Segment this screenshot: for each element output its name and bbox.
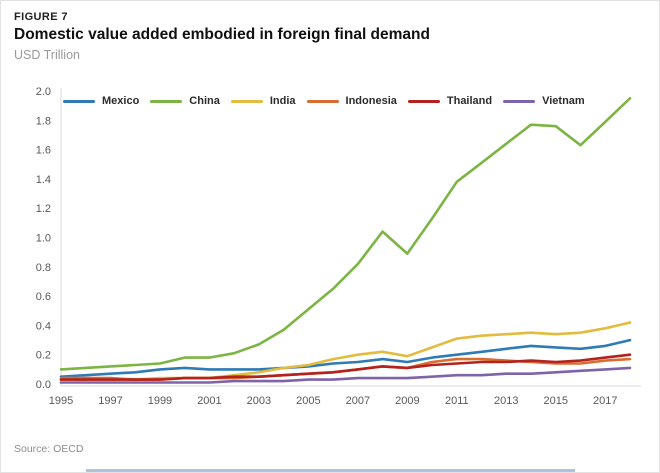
legend-label: China: [189, 95, 220, 107]
y-axis-tick-label: 0.6: [36, 291, 51, 303]
series-line-china: [59, 97, 632, 371]
chart-legend: Mexico China India Indonesia Thailand Vietnam: [63, 95, 585, 107]
x-axis-tick-label: 2009: [395, 395, 419, 407]
x-axis-tick-label: 2003: [247, 395, 271, 407]
y-axis-tick-label: 0.2: [36, 350, 51, 362]
y-axis-tick-label: 0.8: [36, 262, 51, 274]
x-axis-tick-label: 1995: [49, 395, 73, 407]
y-axis-tick-label: 1.2: [36, 203, 51, 215]
x-axis-tick-label: 2017: [593, 395, 617, 407]
x-axis-tick-label: 2013: [494, 395, 518, 407]
legend-item-vietnam: Vietnam: [503, 95, 585, 107]
y-axis-tick-label: 1.6: [36, 145, 51, 157]
legend-item-india: India: [230, 95, 296, 107]
legend-swatch-indonesia: [306, 99, 339, 103]
page-title: Domestic value added embodied in foreign…: [14, 26, 430, 43]
legend-label: India: [269, 95, 296, 107]
legend-item-china: China: [150, 95, 220, 107]
chart-header: FIGURE 7 Domestic value added embodied i…: [14, 11, 430, 62]
source-note: Source: OECD: [14, 443, 84, 455]
legend-item-mexico: Mexico: [63, 95, 139, 107]
x-axis-tick-label: 1999: [148, 395, 172, 407]
legend-item-thailand: Thailand: [407, 95, 493, 107]
y-axis-tick-label: 1.0: [36, 233, 51, 245]
legend-swatch-thailand: [407, 99, 440, 103]
x-axis-tick-label: 2005: [296, 395, 320, 407]
y-axis-tick-label: 1.8: [36, 115, 51, 127]
legend-label: Thailand: [446, 95, 493, 107]
legend-swatch-vietnam: [503, 99, 536, 103]
chart-subtitle: USD Trillion: [14, 48, 80, 62]
x-axis-tick-label: 2015: [544, 395, 568, 407]
figure-label: FIGURE 7: [14, 11, 68, 23]
x-axis-tick-label: 2007: [346, 395, 370, 407]
legend-swatch-mexico: [63, 99, 95, 103]
y-axis-tick-label: 2.0: [36, 86, 51, 98]
legend-swatch-china: [150, 99, 183, 103]
legend-swatch-india: [230, 99, 263, 103]
legend-label: Indonesia: [345, 95, 397, 107]
x-axis-tick-label: 2001: [197, 395, 221, 407]
x-axis-tick-label: 2011: [445, 395, 469, 407]
legend-label: Mexico: [102, 95, 140, 107]
legend-label: Vietnam: [542, 95, 585, 107]
series-line-vietnam: [59, 366, 632, 384]
x-axis-tick-label: 1997: [98, 395, 122, 407]
y-axis-tick-label: 0.0: [36, 379, 51, 391]
legend-item-indonesia: Indonesia: [306, 95, 397, 107]
bottom-partial-bar: [86, 469, 575, 472]
series-line-thailand: [59, 353, 632, 381]
y-axis-tick-label: 0.4: [36, 320, 51, 332]
y-axis-tick-label: 1.4: [36, 174, 51, 186]
series-line-mexico: [59, 338, 632, 379]
